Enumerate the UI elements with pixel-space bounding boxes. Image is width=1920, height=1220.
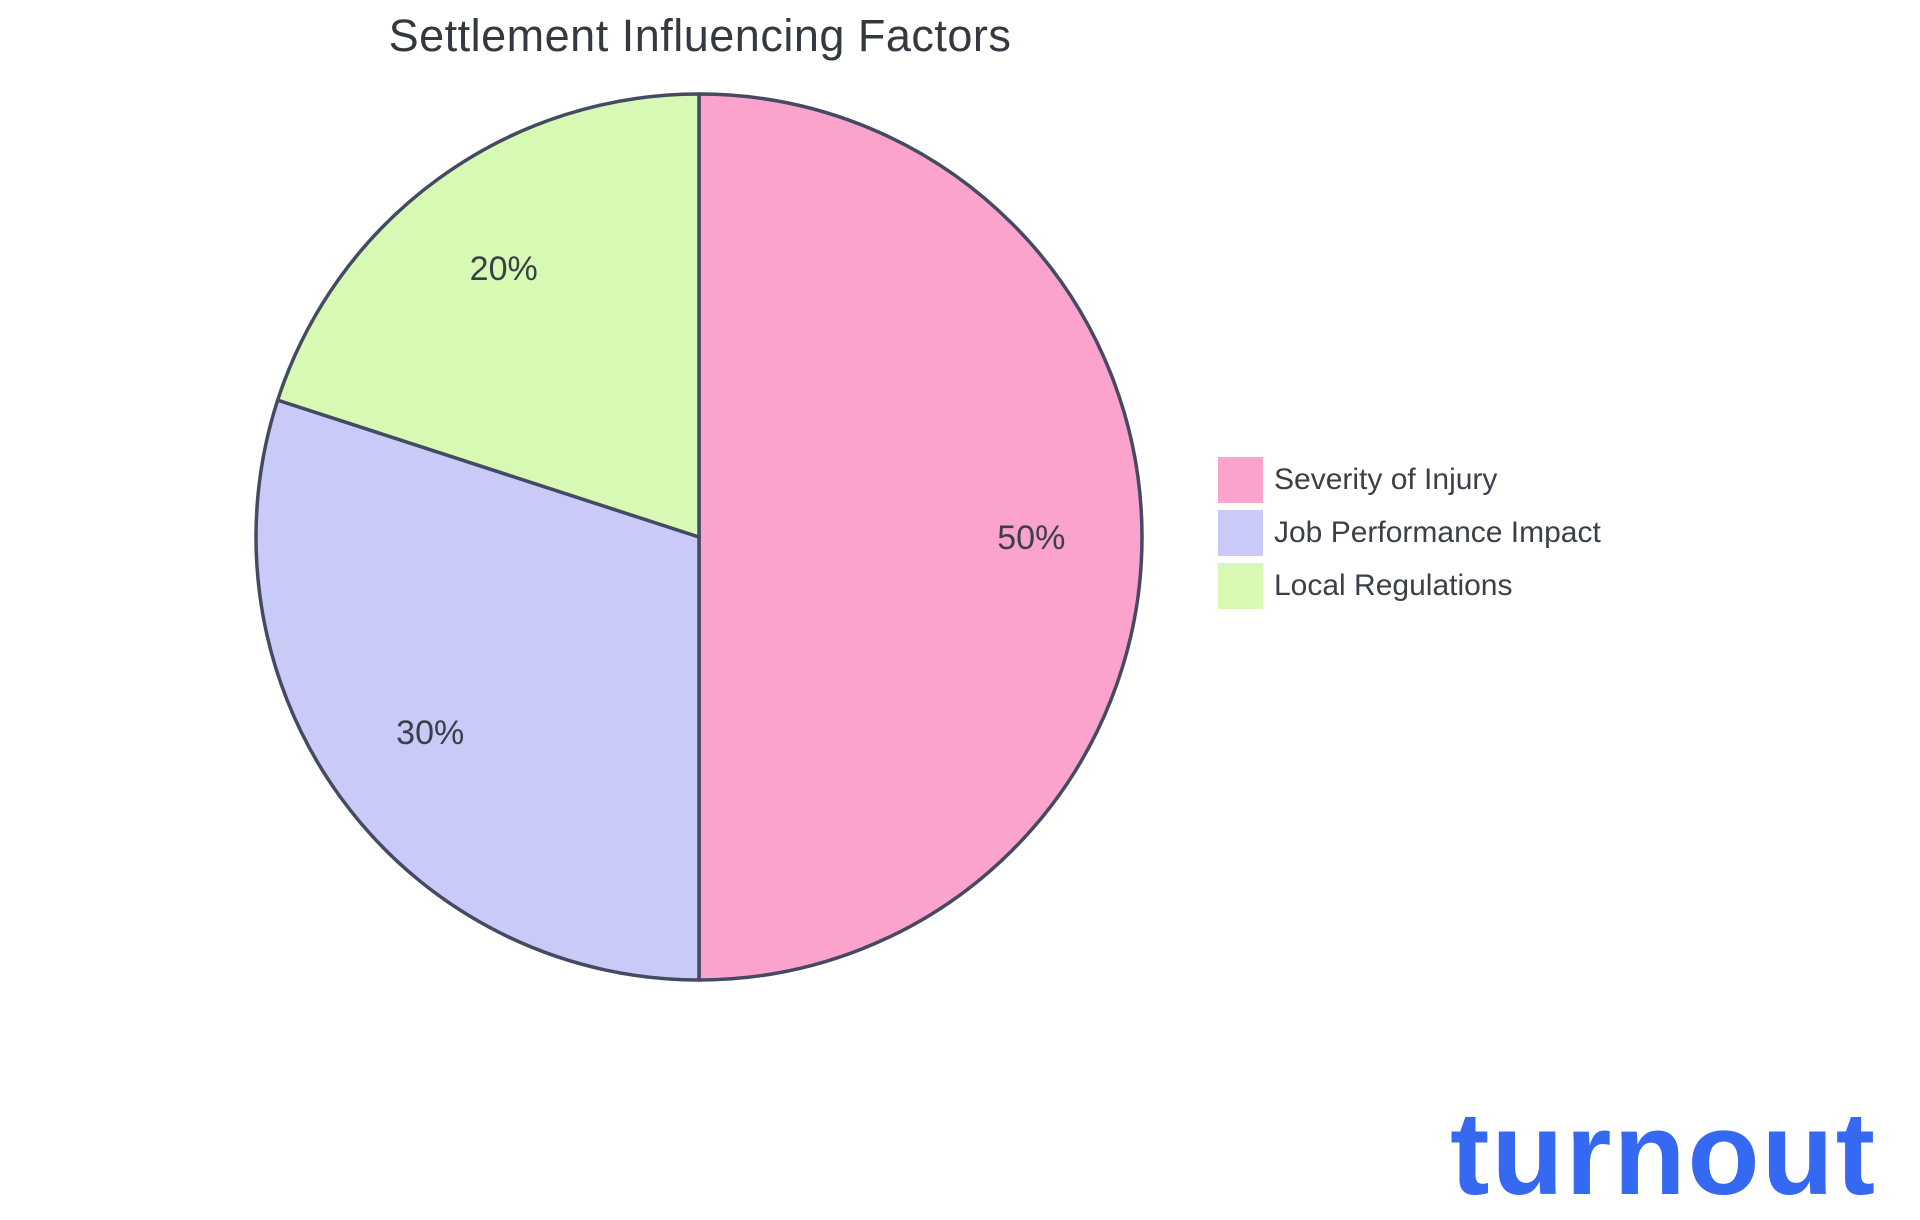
legend-item-job-performance-impact: Job Performance Impact (1218, 510, 1601, 556)
slice-percentage-label-severity-of-injury: 50% (997, 519, 1065, 557)
pie-slice-local-regulations (275, 92, 701, 539)
turnout-logo: turnout (1450, 1088, 1877, 1220)
slice-percentage-label-local-regulations: 20% (470, 250, 538, 288)
legend-item-severity-of-injury: Severity of Injury (1218, 457, 1601, 503)
slice-percentage-label-job-performance-impact: 30% (396, 714, 464, 752)
legend-label-severity-of-injury: Severity of Injury (1274, 463, 1498, 496)
legend: Severity of Injury Job Performance Impact… (1218, 457, 1601, 609)
chart-title: Settlement Influencing Factors (388, 10, 1012, 61)
legend-swatch-severity-of-injury (1218, 457, 1263, 503)
legend-label-job-performance-impact: Job Performance Impact (1274, 516, 1601, 549)
legend-label-local-regulations: Local Regulations (1274, 569, 1513, 602)
legend-item-local-regulations: Local Regulations (1218, 563, 1601, 609)
pie-slice-job-performance-impact (254, 398, 701, 982)
pie-slice-severity-of-injury (697, 92, 1144, 982)
pie-chart: 50% 30% 20% (254, 92, 1144, 982)
legend-swatch-job-performance-impact (1218, 510, 1263, 556)
legend-swatch-local-regulations (1218, 563, 1263, 609)
